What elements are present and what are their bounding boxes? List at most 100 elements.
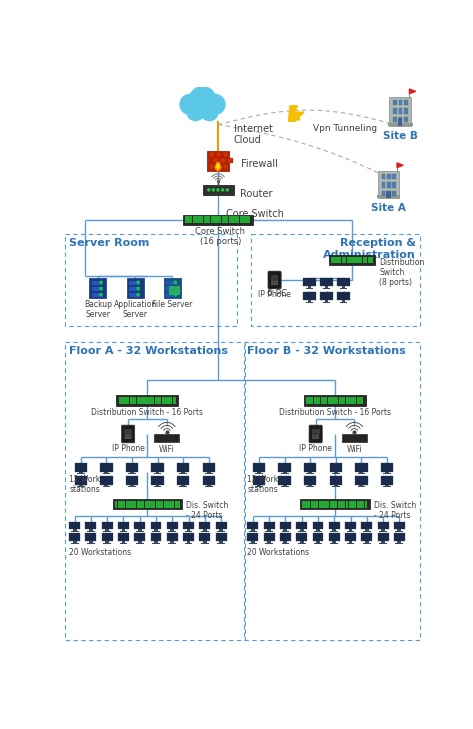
FancyBboxPatch shape xyxy=(296,534,307,541)
FancyBboxPatch shape xyxy=(314,397,317,405)
FancyBboxPatch shape xyxy=(75,463,87,472)
FancyBboxPatch shape xyxy=(211,217,214,223)
FancyBboxPatch shape xyxy=(298,542,306,544)
FancyBboxPatch shape xyxy=(156,501,158,507)
FancyBboxPatch shape xyxy=(79,485,83,486)
FancyBboxPatch shape xyxy=(133,397,136,405)
Text: 6 PC: 6 PC xyxy=(267,289,287,298)
FancyBboxPatch shape xyxy=(150,534,161,541)
FancyBboxPatch shape xyxy=(381,541,385,542)
FancyBboxPatch shape xyxy=(339,397,342,405)
FancyBboxPatch shape xyxy=(127,278,144,298)
Circle shape xyxy=(205,95,225,114)
FancyBboxPatch shape xyxy=(209,165,214,169)
FancyBboxPatch shape xyxy=(105,529,109,531)
FancyBboxPatch shape xyxy=(126,397,129,405)
FancyBboxPatch shape xyxy=(167,522,178,529)
FancyBboxPatch shape xyxy=(200,217,203,223)
Circle shape xyxy=(217,189,219,191)
FancyBboxPatch shape xyxy=(103,531,111,532)
FancyBboxPatch shape xyxy=(102,534,113,541)
FancyBboxPatch shape xyxy=(126,463,138,472)
FancyBboxPatch shape xyxy=(361,534,372,541)
FancyBboxPatch shape xyxy=(265,531,273,532)
FancyBboxPatch shape xyxy=(73,541,77,542)
FancyBboxPatch shape xyxy=(177,476,189,485)
FancyBboxPatch shape xyxy=(381,463,393,472)
FancyBboxPatch shape xyxy=(379,531,387,532)
FancyBboxPatch shape xyxy=(387,191,391,196)
FancyBboxPatch shape xyxy=(342,257,346,262)
FancyBboxPatch shape xyxy=(296,522,307,529)
Polygon shape xyxy=(290,106,304,120)
FancyBboxPatch shape xyxy=(154,473,161,475)
FancyBboxPatch shape xyxy=(247,217,250,223)
FancyBboxPatch shape xyxy=(322,501,324,507)
Circle shape xyxy=(315,435,316,436)
FancyBboxPatch shape xyxy=(119,397,122,405)
FancyBboxPatch shape xyxy=(124,429,132,434)
FancyBboxPatch shape xyxy=(281,542,289,544)
FancyBboxPatch shape xyxy=(313,522,324,529)
FancyBboxPatch shape xyxy=(100,463,113,472)
FancyBboxPatch shape xyxy=(394,534,405,541)
FancyBboxPatch shape xyxy=(156,485,159,486)
FancyBboxPatch shape xyxy=(115,501,117,507)
FancyBboxPatch shape xyxy=(332,473,340,475)
FancyBboxPatch shape xyxy=(346,501,348,507)
FancyBboxPatch shape xyxy=(216,522,227,529)
Text: Distribution Switch - 16 Ports: Distribution Switch - 16 Ports xyxy=(279,408,391,417)
FancyBboxPatch shape xyxy=(225,217,228,223)
FancyBboxPatch shape xyxy=(389,97,411,126)
FancyBboxPatch shape xyxy=(307,473,314,475)
FancyBboxPatch shape xyxy=(377,534,388,541)
FancyBboxPatch shape xyxy=(358,473,365,475)
FancyBboxPatch shape xyxy=(251,529,255,531)
Text: Floor B - 32 Workstations: Floor B - 32 Workstations xyxy=(247,346,406,356)
FancyBboxPatch shape xyxy=(268,271,281,289)
FancyBboxPatch shape xyxy=(304,395,366,406)
FancyBboxPatch shape xyxy=(203,541,207,542)
Circle shape xyxy=(212,189,214,191)
FancyBboxPatch shape xyxy=(320,278,333,286)
FancyBboxPatch shape xyxy=(346,397,349,405)
FancyBboxPatch shape xyxy=(177,463,189,472)
FancyBboxPatch shape xyxy=(166,287,177,291)
FancyBboxPatch shape xyxy=(183,214,253,225)
Text: 20 Workstations: 20 Workstations xyxy=(247,548,309,557)
FancyBboxPatch shape xyxy=(304,476,316,485)
FancyBboxPatch shape xyxy=(207,151,229,171)
FancyBboxPatch shape xyxy=(347,531,354,532)
FancyBboxPatch shape xyxy=(168,542,176,544)
FancyBboxPatch shape xyxy=(154,486,161,488)
Text: Router: Router xyxy=(240,189,272,199)
Text: Core Switch
(16 ports): Core Switch (16 ports) xyxy=(195,227,245,246)
FancyBboxPatch shape xyxy=(123,397,125,405)
FancyBboxPatch shape xyxy=(137,501,139,507)
FancyBboxPatch shape xyxy=(203,529,207,531)
FancyBboxPatch shape xyxy=(357,397,360,405)
FancyBboxPatch shape xyxy=(228,158,233,163)
FancyBboxPatch shape xyxy=(398,118,403,126)
FancyBboxPatch shape xyxy=(307,286,311,288)
FancyBboxPatch shape xyxy=(382,182,385,187)
Circle shape xyxy=(100,281,102,284)
FancyBboxPatch shape xyxy=(187,529,191,531)
FancyBboxPatch shape xyxy=(330,501,332,507)
FancyBboxPatch shape xyxy=(152,531,160,532)
FancyBboxPatch shape xyxy=(329,255,375,265)
FancyBboxPatch shape xyxy=(205,473,212,475)
FancyBboxPatch shape xyxy=(280,534,291,541)
FancyBboxPatch shape xyxy=(314,542,322,544)
FancyBboxPatch shape xyxy=(181,485,185,486)
FancyBboxPatch shape xyxy=(404,109,408,114)
FancyBboxPatch shape xyxy=(359,485,363,486)
FancyBboxPatch shape xyxy=(399,100,403,105)
FancyBboxPatch shape xyxy=(129,501,131,507)
FancyBboxPatch shape xyxy=(222,217,225,223)
FancyBboxPatch shape xyxy=(335,397,338,405)
FancyBboxPatch shape xyxy=(385,472,389,473)
FancyBboxPatch shape xyxy=(387,174,391,179)
FancyBboxPatch shape xyxy=(387,182,391,187)
Text: File Server: File Server xyxy=(152,300,193,309)
